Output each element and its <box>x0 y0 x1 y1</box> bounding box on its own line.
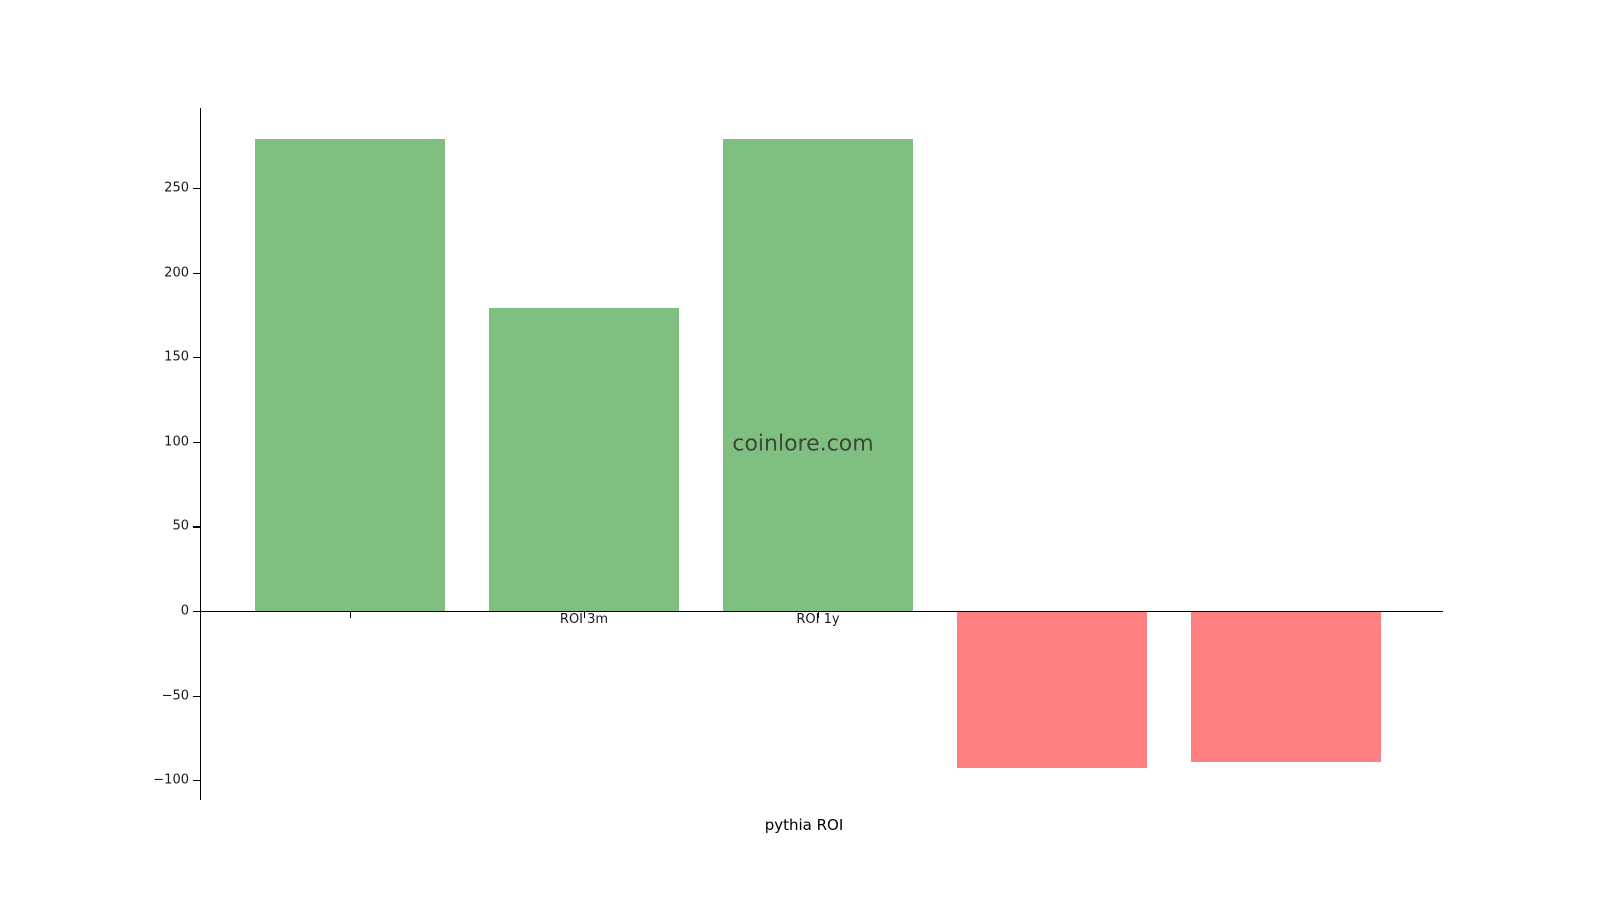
x-tick-label: ROI 1y <box>796 612 840 627</box>
x-tick-label: ROI 3m <box>559 612 609 627</box>
y-tick <box>193 611 200 613</box>
y-tick-label: −50 <box>161 688 189 704</box>
bar-series-4 <box>957 611 1147 769</box>
bar-roi-1y <box>723 138 913 611</box>
bar-series-1 <box>255 138 445 611</box>
y-tick-label: 50 <box>172 518 189 534</box>
y-tick-label: 200 <box>164 265 189 281</box>
bar-series-5 <box>1191 611 1381 762</box>
y-tick-label: 150 <box>164 349 189 365</box>
y-tick <box>193 357 200 359</box>
y-axis <box>200 108 202 800</box>
x-tick <box>584 612 586 619</box>
y-tick-label: 0 <box>180 603 189 619</box>
watermark: coinlore.com <box>732 431 874 457</box>
y-tick <box>193 780 200 782</box>
x-tick <box>818 612 820 619</box>
y-tick-label: 250 <box>164 180 189 196</box>
y-tick <box>193 526 200 528</box>
x-tick <box>350 612 352 619</box>
y-tick <box>193 188 200 190</box>
y-tick-label: −100 <box>153 772 189 788</box>
y-tick <box>193 695 200 697</box>
y-tick-label: 100 <box>164 434 189 450</box>
y-tick <box>193 272 200 274</box>
x-axis <box>200 611 1443 613</box>
y-tick <box>193 441 200 443</box>
x-axis-title: pythia ROI <box>764 816 844 834</box>
bar-roi-3m <box>489 308 679 611</box>
